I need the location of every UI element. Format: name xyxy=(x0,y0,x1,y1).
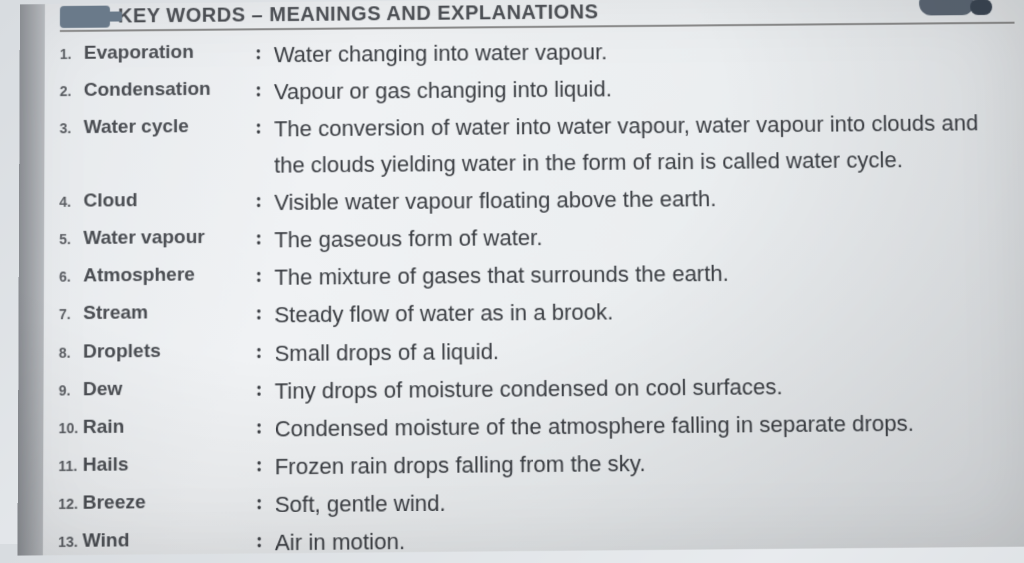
definition-text: Air in motion. xyxy=(275,518,1016,561)
item-number: 12. xyxy=(58,493,78,516)
colon: : xyxy=(255,260,262,292)
definition-row: 2. Condensation : Vapour or gas changing… xyxy=(60,68,1007,112)
definition-text: Vapour or gas changing into liquid. xyxy=(274,68,1006,110)
colon: : xyxy=(256,411,263,444)
item-number: 10. xyxy=(59,417,79,440)
definition-row: 1. Evaporation : Water changing into wat… xyxy=(60,31,1006,74)
definition-text: The conversion of water into water vapou… xyxy=(274,105,1008,182)
definition-text: The gaseous form of water. xyxy=(274,216,1009,258)
item-number: 2. xyxy=(60,80,80,103)
definition-row: 6. Atmosphere : The mixture of gases tha… xyxy=(59,253,1010,297)
term: Atmosphere xyxy=(83,260,195,292)
definition-text: Frozen rain drops falling from the sky. xyxy=(275,442,1015,485)
definition-text: The mixture of gases that surrounds the … xyxy=(274,253,1010,295)
definition-row: 11. Hails : Frozen rain drops falling fr… xyxy=(58,442,1014,486)
definition-row: 12. Breeze : Soft, gentle wind. xyxy=(58,480,1015,525)
definitions-list: 1. Evaporation : Water changing into wat… xyxy=(58,31,1016,555)
book-spine xyxy=(18,4,45,555)
definition-row: 10. Rain : Condensed moisture of the atm… xyxy=(58,404,1013,448)
term: Dew xyxy=(83,374,123,405)
textbook-page: KEY WORDS – MEANINGS AND EXPLANATIONS 1.… xyxy=(18,0,1024,556)
item-number: 4. xyxy=(59,190,79,213)
colon: : xyxy=(256,373,263,406)
term: Wind xyxy=(82,526,129,558)
definition-row: 4. Cloud : Visible water vapour floating… xyxy=(59,178,1008,222)
definition-text: Soft, gentle wind. xyxy=(275,480,1015,523)
definition-row: 13. Wind : Air in motion. xyxy=(58,518,1016,563)
header-title: KEY WORDS – MEANINGS AND EXPLANATIONS xyxy=(118,1,599,28)
definition-row: 7. Stream : Steady flow of water as in a… xyxy=(59,291,1011,335)
colon: : xyxy=(255,222,262,254)
colon: : xyxy=(256,335,263,368)
cloud-rain-icon xyxy=(919,0,1000,24)
colon: : xyxy=(255,112,262,144)
item-number: 8. xyxy=(59,341,79,364)
definition-row: 9. Dew : Tiny drops of moisture condense… xyxy=(59,366,1013,410)
colon: : xyxy=(255,37,262,69)
item-number: 7. xyxy=(59,303,79,326)
definition-row: 8. Droplets : Small drops of a liquid. xyxy=(59,329,1012,373)
item-number: 11. xyxy=(58,455,78,478)
colon: : xyxy=(256,449,263,482)
colon: : xyxy=(256,487,263,520)
item-number: 1. xyxy=(60,43,80,66)
term: Droplets xyxy=(83,336,161,368)
item-number: 5. xyxy=(59,228,79,251)
term: Hails xyxy=(83,450,129,481)
item-number: 9. xyxy=(59,379,79,402)
term: Rain xyxy=(83,412,125,443)
term: Cloud xyxy=(83,186,137,217)
definition-text: Small drops of a liquid. xyxy=(274,329,1011,371)
definition-row: 5. Water vapour : The gaseous form of wa… xyxy=(59,216,1009,260)
term: Water cycle xyxy=(84,112,189,143)
item-number: 3. xyxy=(60,117,80,140)
section-header: KEY WORDS – MEANINGS AND EXPLANATIONS xyxy=(60,0,1015,32)
term: Stream xyxy=(83,298,148,329)
colon: : xyxy=(256,525,263,558)
colon: : xyxy=(256,297,263,330)
definition-text: Visible water vapour floating above the … xyxy=(274,178,1009,220)
term: Breeze xyxy=(83,488,146,520)
definition-text: Tiny drops of moisture condensed on cool… xyxy=(274,366,1012,408)
key-icon xyxy=(60,6,110,28)
definition-text: Steady flow of water as in a brook. xyxy=(274,291,1011,333)
term: Evaporation xyxy=(84,38,194,69)
item-number: 13. xyxy=(58,531,78,554)
term: Water vapour xyxy=(83,223,205,255)
definition-text: Condensed moisture of the atmosphere fal… xyxy=(275,404,1014,446)
definition-text: Water changing into water vapour. xyxy=(274,31,1006,73)
colon: : xyxy=(255,74,262,106)
item-number: 6. xyxy=(59,265,79,288)
colon: : xyxy=(255,185,262,217)
definition-row: 3. Water cycle : The conversion of water… xyxy=(59,105,1007,184)
term: Condensation xyxy=(84,75,211,107)
